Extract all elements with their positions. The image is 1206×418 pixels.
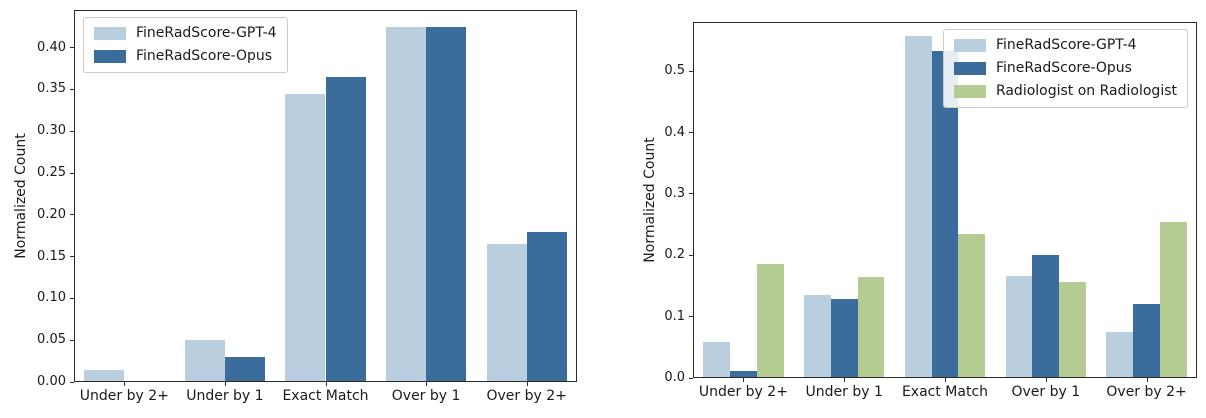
x-tick-label: Over by 2+ (1106, 384, 1187, 400)
y-tick-label: 0.10 (37, 290, 66, 306)
x-tick-label: Under by 1 (805, 384, 883, 400)
y-tick-label: 0.25 (37, 165, 66, 180)
plot-area (693, 22, 1197, 378)
legend-label: FineRadScore-Opus (136, 48, 273, 64)
y-tick-mark (689, 70, 693, 72)
legend-swatch-radiologist-on-radiologist (953, 85, 986, 98)
legend: FineRadScore-GPT-4 FineRadScore-Opus Radio… (942, 29, 1188, 108)
y-tick-mark (70, 47, 74, 49)
x-tick-label: Under by 2+ (79, 388, 169, 404)
bar-fineradscore-gpt-4-under-by-2 (84, 369, 125, 382)
y-tick-mark (689, 377, 693, 379)
y-tick-label: 0.4 (664, 124, 685, 140)
bar-fineradscore-opus-over-by-2 (526, 231, 567, 382)
bar-fineradscore-opus-over-by-1 (1032, 255, 1060, 378)
bar-fineradscore-opus-exact-match (325, 76, 366, 382)
x-tick-mark (945, 378, 946, 382)
y-tick-label: 0.0 (664, 370, 685, 385)
legend-item-radiologist-on-radiologist: Radiologist on Radiologist (953, 83, 1177, 100)
bar-fineradscore-opus-over-by-1 (426, 26, 467, 382)
bar-fineradscore-opus-under-by-1 (830, 299, 858, 378)
bar-radiologist-on-radiologist-under-by-2 (756, 264, 784, 378)
x-tick-mark (844, 378, 846, 382)
x-tick-label: Under by 2+ (698, 384, 788, 400)
y-tick-mark (689, 132, 693, 133)
bar-fineradscore-gpt-4-under-by-1 (803, 294, 831, 378)
legend-item-fineradscore-gpt-4: FineRadScore-GPT-4 (953, 37, 1177, 54)
bar-radiologist-on-radiologist-under-by-1 (857, 277, 885, 378)
x-tick-label: Over by 1 (1011, 384, 1081, 400)
legend-label: FineRadScore-GPT-4 (995, 37, 1137, 53)
y-tick-label: 0.15 (37, 248, 66, 264)
y-tick-mark (70, 172, 74, 174)
legend-label: Radiologist on Radiologist (995, 83, 1177, 99)
y-tick-label: 0.1 (664, 308, 685, 324)
y-tick-mark (70, 381, 74, 383)
y-tick-label: 0.3 (664, 185, 685, 201)
y-tick-mark (70, 130, 74, 132)
x-tick-mark (1045, 378, 1047, 382)
y-tick-mark (689, 254, 693, 256)
legend: FineRadScore-GPT-4 FineRadScore-Opus (83, 17, 288, 73)
bar-fineradscore-gpt-4-under-by-2 (703, 342, 730, 378)
y-tick-mark (689, 193, 693, 195)
legend-item-fineradscore-gpt-4: FineRadScore-GPT-4 (94, 25, 277, 42)
y-tick-label: 0.40 (37, 39, 66, 55)
y-tick-mark (70, 339, 74, 341)
bar-fineradscore-gpt-4-over-by-2 (1106, 332, 1134, 378)
y-tick-label: 0.2 (664, 247, 685, 263)
y-tick-label: 0.05 (37, 332, 66, 348)
y-tick-label: 0.30 (37, 123, 66, 139)
bar-fineradscore-gpt-4-over-by-2 (486, 244, 527, 382)
bar-fineradscore-gpt-4-under-by-1 (184, 340, 225, 382)
bar-fineradscore-opus-over-by-2 (1133, 303, 1161, 378)
x-tick-label: Over by 1 (391, 388, 461, 404)
legend-item-fineradscore-opus: FineRadScore-Opus (94, 48, 277, 65)
legend-label: FineRadScore-GPT-4 (136, 25, 277, 41)
y-tick-label: 0.20 (37, 206, 66, 222)
bar-radiologist-on-radiologist-over-by-1 (1059, 282, 1087, 378)
y-tick-mark (70, 297, 74, 299)
x-tick-mark (526, 382, 528, 386)
x-tick-label: Under by 1 (186, 388, 264, 404)
legend-item-fineradscore-opus: FineRadScore-Opus (953, 60, 1177, 77)
y-tick-mark (689, 316, 693, 318)
x-tick-mark (743, 378, 745, 382)
x-tick-label: Exact Match (282, 388, 369, 404)
y-tick-label: 0.5 (664, 63, 685, 79)
plot-area (74, 10, 577, 382)
bar-radiologist-on-radiologist-exact-match (958, 233, 986, 378)
x-tick-label: Over by 2+ (486, 388, 567, 404)
legend-swatch-fineradscore-gpt-4 (94, 27, 126, 40)
y-tick-mark (70, 214, 74, 216)
bar-fineradscore-opus-under-by-1 (224, 356, 266, 382)
x-tick-mark (325, 382, 327, 386)
legend-swatch-fineradscore-opus (94, 50, 126, 63)
y-tick-mark (70, 88, 74, 90)
bar-fineradscore-gpt-4-exact-match (904, 35, 932, 378)
x-tick-mark (426, 382, 428, 386)
bar-radiologist-on-radiologist-over-by-2 (1160, 221, 1187, 378)
x-tick-mark (124, 382, 126, 386)
bar-fineradscore-opus-under-by-2 (730, 370, 757, 378)
x-tick-mark (224, 382, 226, 386)
legend-swatch-fineradscore-gpt-4 (953, 39, 986, 52)
y-tick-label: 0.35 (37, 81, 66, 97)
legend-label: FineRadScore-Opus (995, 60, 1132, 76)
x-tick-mark (1146, 378, 1148, 382)
bar-fineradscore-gpt-4-over-by-1 (1005, 276, 1033, 378)
y-tick-mark (70, 256, 74, 258)
bar-fineradscore-gpt-4-exact-match (285, 93, 326, 382)
bar-fineradscore-gpt-4-over-by-1 (385, 26, 427, 382)
x-tick-label: Exact Match (901, 384, 989, 400)
y-tick-label: 0.00 (37, 374, 66, 389)
legend-swatch-fineradscore-opus (953, 62, 986, 75)
